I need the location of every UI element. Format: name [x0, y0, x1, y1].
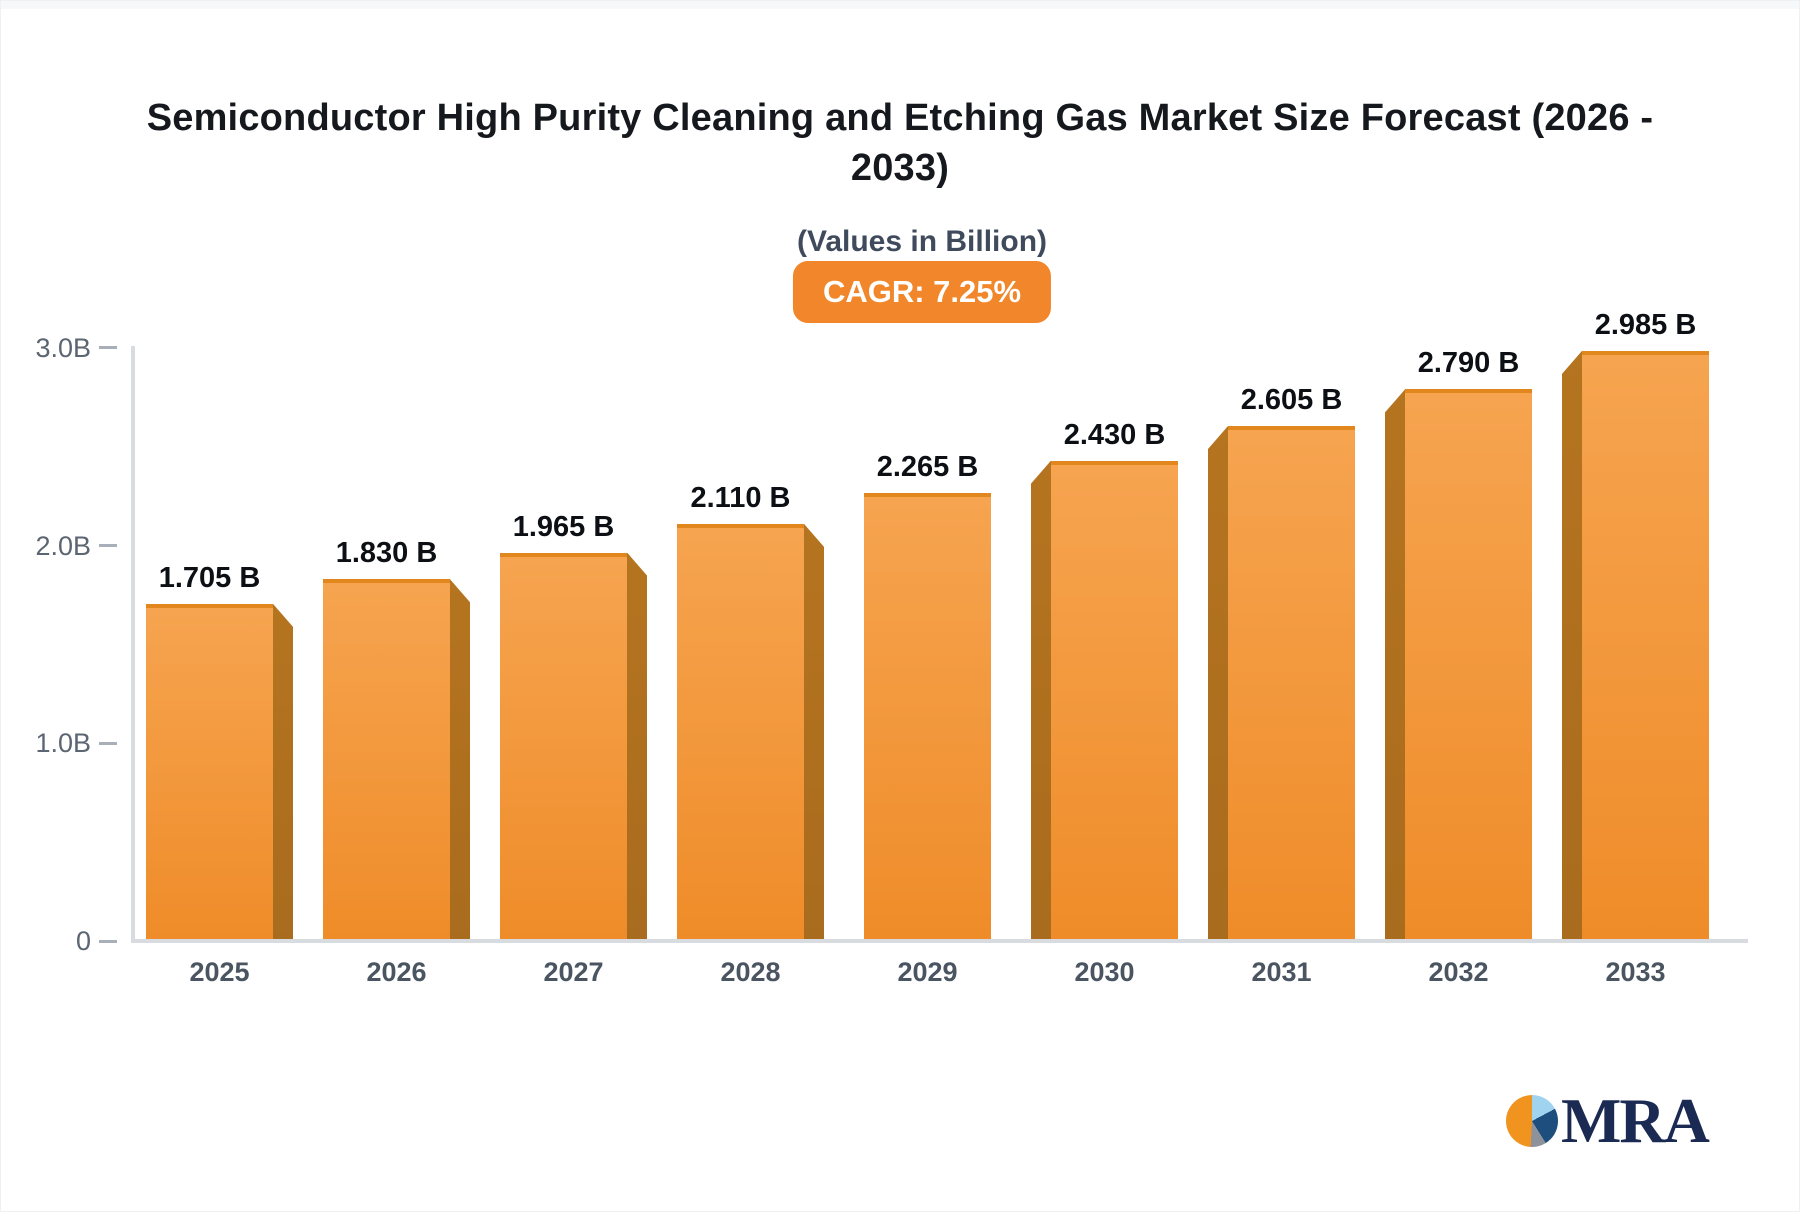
- y-axis-tick-label: 1.0B: [35, 728, 91, 759]
- y-axis-tick: [99, 741, 117, 745]
- y-axis-tick: [99, 939, 117, 943]
- bar-2030: [1051, 460, 1178, 941]
- bar-value-label-2029: 2.265 B: [876, 451, 979, 484]
- bar-value-label-2028: 2.110 B: [690, 481, 791, 514]
- bar-value-label-2032: 2.790 B: [1417, 347, 1520, 380]
- y-axis-tick-label: 3.0B: [35, 332, 91, 363]
- top-strip: [1, 1, 1799, 9]
- x-axis-label-2026: 2026: [366, 957, 427, 987]
- chart-title-line2: 2033): [850, 147, 950, 189]
- x-axis-label-2025: 2025: [189, 957, 250, 987]
- bar-2029: [864, 493, 991, 941]
- bar-3d-side-2026: [450, 579, 470, 941]
- bar-3d-side-2033: [1562, 350, 1582, 941]
- bar-3d-side-2030: [1031, 460, 1051, 941]
- bar-2028: [677, 523, 804, 941]
- x-axis-label-2031: 2031: [1251, 957, 1312, 987]
- y-axis-tick-label: 2.0B: [35, 530, 91, 561]
- y-axis-tick: [99, 346, 117, 350]
- bar-3d-side-2031: [1208, 425, 1228, 941]
- x-axis-label-2033: 2033: [1605, 957, 1666, 987]
- bar-value-label-2030: 2.430 B: [1063, 418, 1166, 451]
- bar-2033: [1582, 350, 1709, 941]
- x-axis-label-2032: 2032: [1428, 957, 1489, 987]
- bar-3d-side-2028: [804, 523, 824, 941]
- bar-2027: [500, 552, 627, 941]
- bar-3d-side-2025: [273, 603, 293, 941]
- chart-title: Semiconductor High Purity Cleaning and E…: [1, 93, 1799, 193]
- bar-3d-side-2027: [627, 552, 647, 941]
- bar-2025: [146, 603, 273, 941]
- y-axis-line: [131, 346, 135, 943]
- bar-3d-side-2032: [1385, 389, 1405, 941]
- x-axis-label-2028: 2028: [720, 957, 781, 987]
- bar-2031: [1228, 425, 1355, 941]
- chart-title-line1: Semiconductor High Purity Cleaning and E…: [146, 97, 1654, 139]
- y-axis-tick-label: 0: [75, 926, 91, 956]
- mra-logo-text: MRA: [1561, 1085, 1710, 1156]
- bar-value-label-2025: 1.705 B: [158, 561, 261, 594]
- bar-value-label-2033: 2.985 B: [1594, 308, 1697, 341]
- x-axis-label-2030: 2030: [1074, 957, 1135, 987]
- bar-value-label-2031: 2.605 B: [1240, 383, 1343, 416]
- y-axis-tick: [99, 544, 117, 548]
- x-axis-label-2027: 2027: [543, 957, 604, 987]
- bar-value-label-2026: 1.830 B: [335, 537, 438, 570]
- chart-subtitle: (Values in Billion): [796, 225, 1048, 258]
- bar-2026: [323, 579, 450, 941]
- x-axis-line: [131, 939, 1748, 943]
- bar-2032: [1405, 389, 1532, 941]
- mra-logo-pie-icon: [1506, 1095, 1558, 1147]
- bar-value-label-2027: 1.965 B: [512, 510, 615, 543]
- mra-logo: MRA: [1506, 1085, 1710, 1156]
- cagr-badge: CAGR: 7.25%: [792, 261, 1052, 323]
- x-axis-label-2029: 2029: [897, 957, 958, 987]
